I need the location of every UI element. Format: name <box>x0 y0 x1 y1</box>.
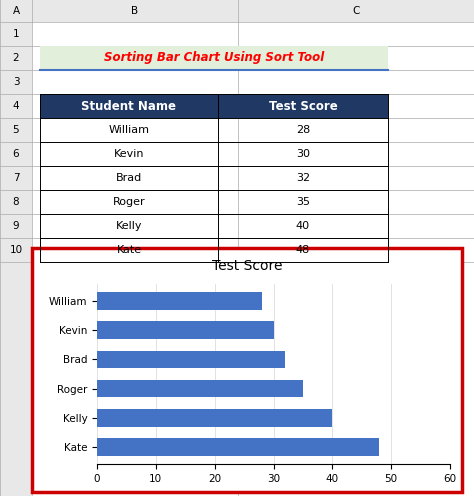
Text: 35: 35 <box>296 197 310 207</box>
Text: 10: 10 <box>9 245 23 255</box>
Text: 32: 32 <box>296 173 310 183</box>
Bar <box>40 46 388 70</box>
Text: 5: 5 <box>13 125 19 135</box>
Text: Kevin: Kevin <box>114 149 144 159</box>
Text: 1: 1 <box>13 29 19 39</box>
Text: 8: 8 <box>13 197 19 207</box>
Bar <box>32 248 462 492</box>
Text: B: B <box>131 6 138 16</box>
Bar <box>97 438 379 456</box>
Text: Sorting Bar Chart Using Sort Tool: Sorting Bar Chart Using Sort Tool <box>104 52 324 64</box>
Text: 28: 28 <box>296 125 310 135</box>
Text: A: A <box>12 6 19 16</box>
Text: 7: 7 <box>13 173 19 183</box>
Bar <box>0 0 474 22</box>
Text: Student Name: Student Name <box>82 100 176 113</box>
Bar <box>97 292 262 310</box>
Text: Test Score: Test Score <box>269 100 337 113</box>
Bar <box>97 321 273 339</box>
Text: Brad: Brad <box>116 173 142 183</box>
Bar <box>97 380 303 397</box>
Bar <box>0 0 32 496</box>
Text: 9: 9 <box>13 221 19 231</box>
Text: 48: 48 <box>296 245 310 255</box>
Text: 30: 30 <box>296 149 310 159</box>
Text: Test Score: Test Score <box>212 259 282 273</box>
Bar <box>40 94 388 118</box>
Text: Roger: Roger <box>113 197 146 207</box>
Text: William: William <box>109 125 149 135</box>
Text: 40: 40 <box>296 221 310 231</box>
Text: 4: 4 <box>13 101 19 111</box>
Text: Kelly: Kelly <box>116 221 142 231</box>
Bar <box>97 351 285 368</box>
Text: 6: 6 <box>13 149 19 159</box>
Text: C: C <box>352 6 360 16</box>
Text: Kate: Kate <box>117 245 142 255</box>
Text: 2: 2 <box>13 53 19 63</box>
Bar <box>97 409 332 427</box>
Bar <box>0 22 32 496</box>
Text: 3: 3 <box>13 77 19 87</box>
